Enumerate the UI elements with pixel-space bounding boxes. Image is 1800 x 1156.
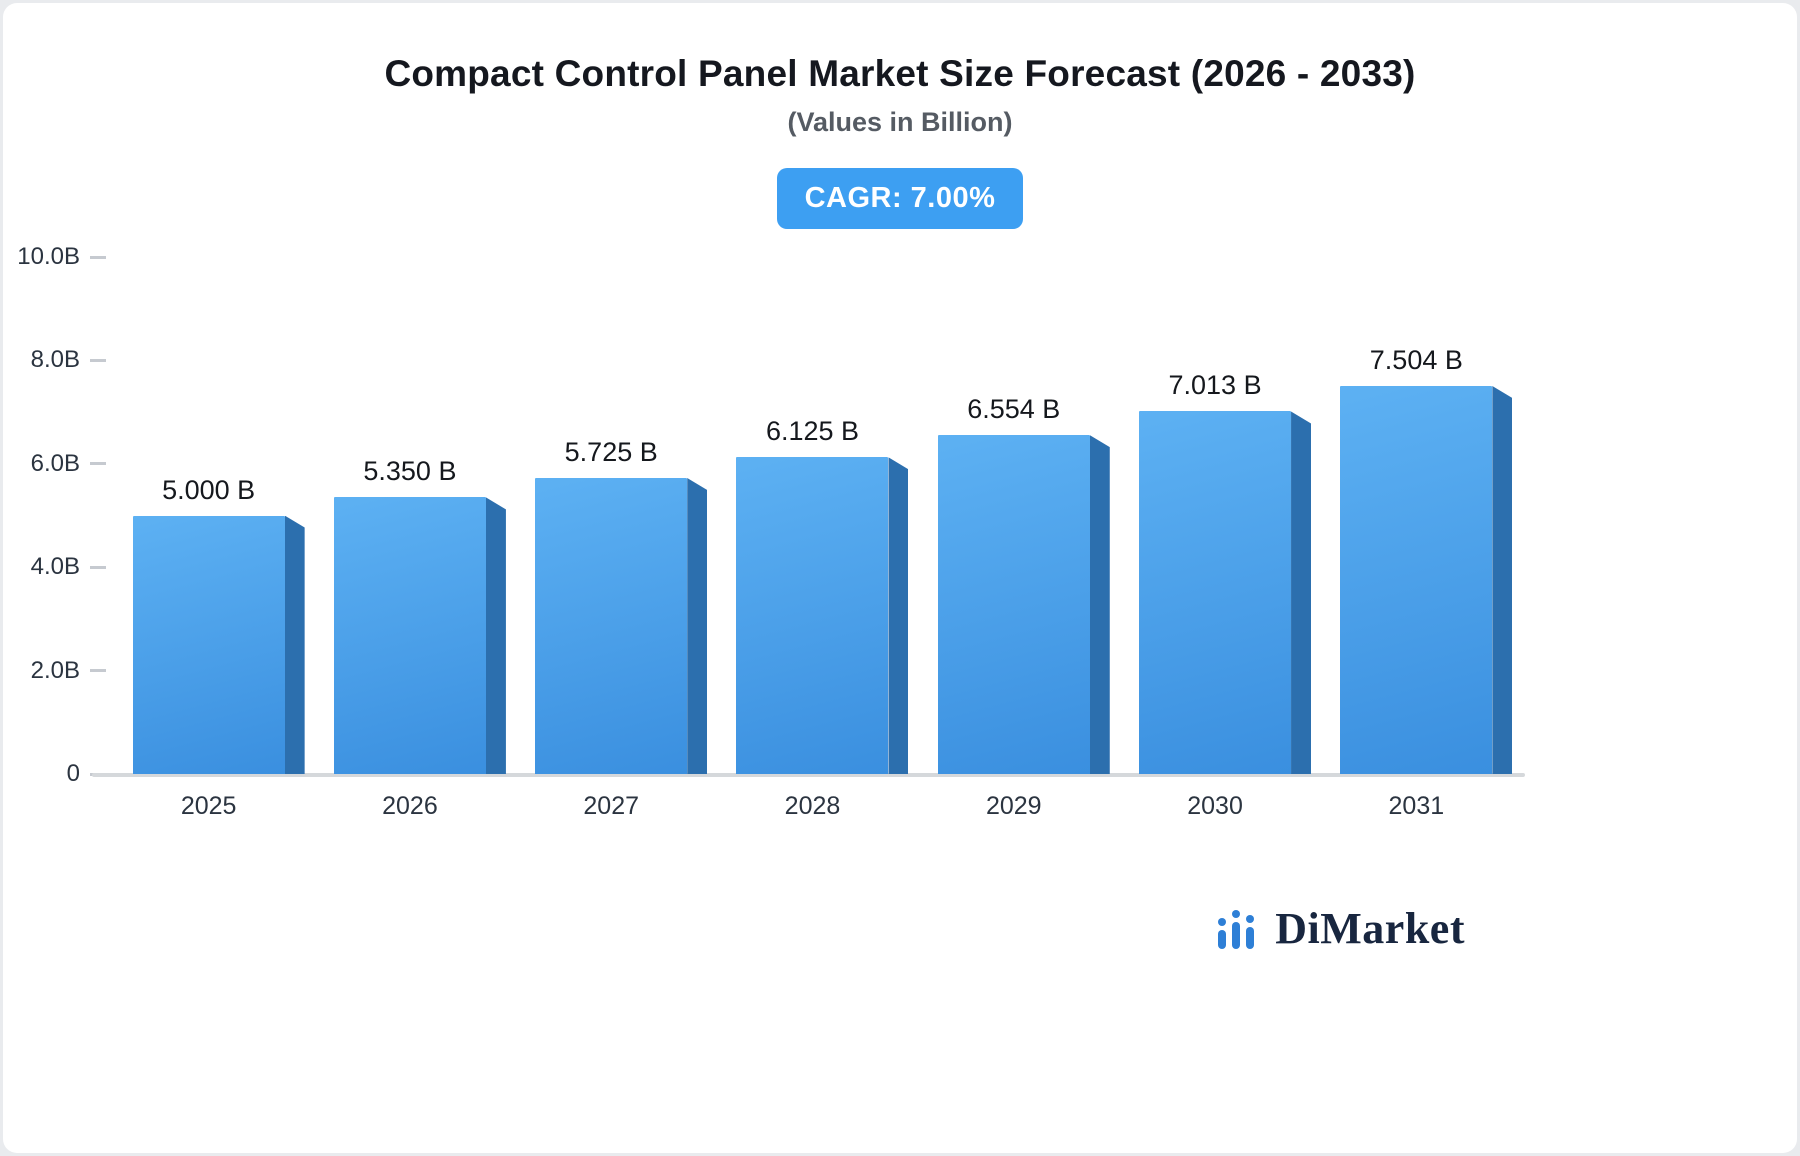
bar-column-2029: 6.554 B [913, 394, 1114, 774]
brand-name: DiMarket [1275, 904, 1465, 953]
y-tick-label: 4.0B [30, 553, 80, 581]
plot-area: 5.000 B 5.350 B 5.725 B 6.125 B 6.554 B 7.013… [92, 257, 1525, 821]
x-axis-line [92, 773, 1525, 777]
x-axis-label-2027: 2027 [583, 792, 640, 820]
bar-2028[interactable] [736, 457, 889, 774]
bar-wrap: 5.000 B [132, 474, 285, 774]
chart-title: Compact Control Panel Market Size Foreca… [384, 53, 1416, 94]
bar-column-2031: 7.504 B [1316, 345, 1517, 774]
y-tick-4.0B: 4.0B [31, 553, 106, 581]
bar-value-label: 6.554 B [967, 394, 1061, 425]
bar-2030[interactable] [1139, 411, 1292, 774]
bar-chart: 10.0B 8.0B 6.0B 4.0B 2.0B 0 5.000 B 5.350 B 5.7… [3, 243, 1525, 821]
y-tick-mark [90, 255, 106, 259]
bar-wrap: 5.350 B [333, 456, 486, 774]
bar-2031[interactable] [1340, 386, 1493, 774]
bar-2027[interactable] [535, 478, 688, 774]
cagr-badge: CAGR: 7.00% [776, 168, 1024, 229]
bar-wrap: 6.554 B [937, 394, 1090, 774]
y-tick-6.0B: 6.0B [31, 450, 106, 478]
bar-column-2030: 7.013 B [1114, 370, 1315, 774]
bar-value-label: 5.725 B [564, 437, 658, 468]
y-axis: 10.0B 8.0B 6.0B 4.0B 2.0B 0 [3, 243, 108, 787]
bar-column-2026: 5.350 B [309, 456, 510, 774]
bar-value-label: 6.125 B [765, 416, 860, 447]
bar-wrap: 7.013 B [1139, 370, 1292, 774]
bar-2029[interactable] [937, 435, 1090, 774]
bar-chart-icon [1213, 905, 1261, 953]
x-axis-label-2025: 2025 [180, 792, 237, 820]
bar-wrap: 7.504 B [1340, 345, 1493, 774]
y-tick-2.0B: 2.0B [31, 657, 106, 685]
chart-subtitle: (Values in Billion) [787, 107, 1013, 137]
y-tick-label: 0 [66, 760, 80, 787]
x-axis-label-2026: 2026 [382, 792, 438, 820]
bar-column-2028: 6.125 B [712, 416, 913, 774]
x-axis-label-2028: 2028 [784, 792, 841, 820]
x-axis-label-2031: 2031 [1388, 792, 1445, 820]
bar-wrap: 6.125 B [736, 416, 889, 774]
y-tick-label: 2.0B [30, 656, 80, 684]
x-labels: 2025 2026 2027 2028 2029 2030 2031 [108, 774, 1517, 821]
bar-value-label: 5.000 B [162, 474, 256, 505]
chart-card: Compact Control Panel Market Size Foreca… [3, 3, 1797, 1153]
bar-wrap: 5.725 B [535, 437, 688, 774]
bar-column-2025: 5.000 B [108, 474, 309, 774]
bar-column-2027: 5.725 B [511, 437, 712, 774]
y-tick-mark [90, 462, 106, 466]
y-tick-mark [90, 669, 106, 673]
brand-logo: DiMarket [1213, 903, 1465, 954]
y-tick-label: 10.0B [17, 243, 80, 270]
bar-value-label: 7.504 B [1369, 345, 1463, 376]
y-tick-label: 6.0B [30, 449, 80, 477]
bar-2025[interactable] [132, 515, 285, 774]
y-tick-mark [90, 565, 106, 569]
y-tick-8.0B: 8.0B [31, 346, 106, 374]
x-axis-label-2029: 2029 [985, 792, 1042, 820]
bar-value-label: 7.013 B [1168, 370, 1262, 401]
bar-value-label: 5.350 B [363, 456, 457, 487]
bar-2026[interactable] [333, 497, 486, 774]
bars-area: 5.000 B 5.350 B 5.725 B 6.125 B 6.554 B 7.013… [92, 257, 1525, 777]
x-axis-label-2030: 2030 [1187, 792, 1243, 820]
y-tick-mark [90, 358, 106, 362]
y-tick-10.0B: 10.0B [17, 243, 106, 271]
y-tick-label: 8.0B [30, 346, 80, 374]
